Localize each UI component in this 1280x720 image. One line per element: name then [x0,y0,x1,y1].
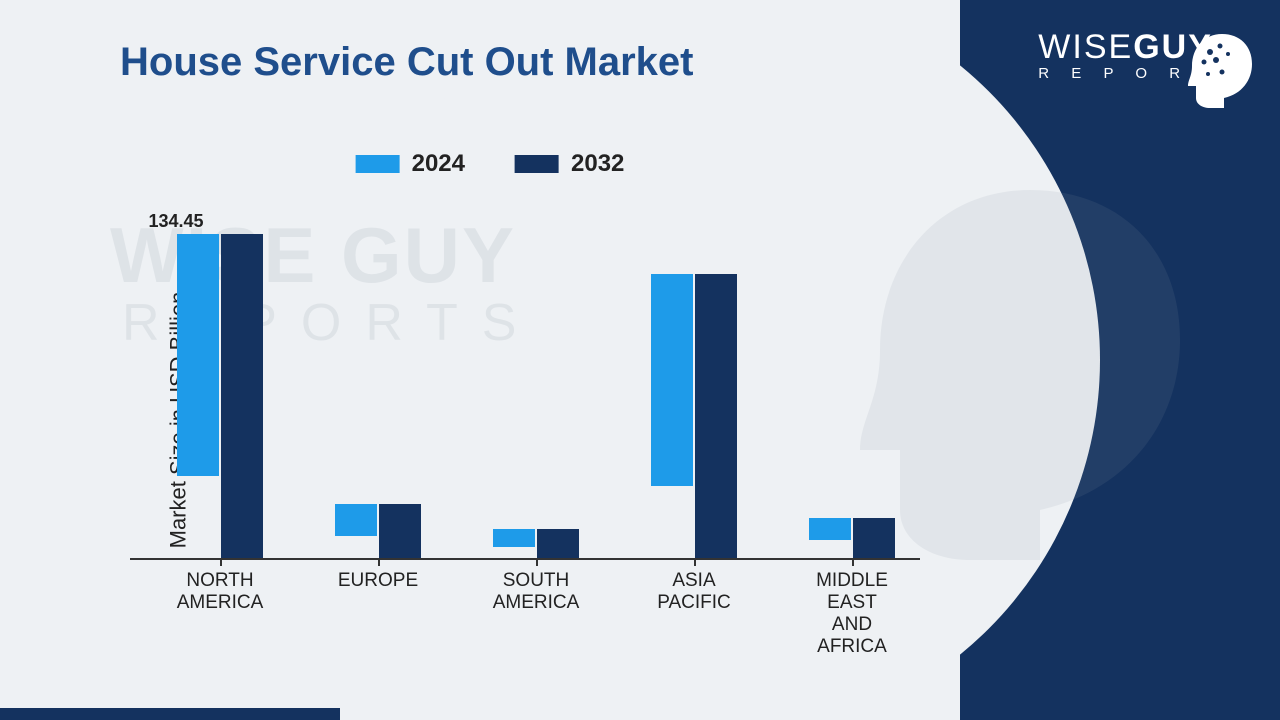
bar-value-label: 134.45 [148,211,203,232]
chart-canvas: WISEGUY R E P O R T S House Service Cut … [0,0,1280,720]
x-axis-label: NORTH AMERICA [177,570,264,614]
legend-label-2032: 2032 [571,150,624,178]
x-tick [378,558,380,566]
bar-2032 [221,234,263,558]
bottom-accent-bar [0,708,340,720]
brand-logo: WISEGUY R E P O R T S [1038,28,1252,82]
x-tick [536,558,538,566]
bar-group: ASIA PACIFIC [634,274,754,558]
chart-area: Market Size in USD Billion 2024 2032 134… [60,150,920,690]
chart-title: House Service Cut Out Market [120,40,694,85]
x-tick [852,558,854,566]
x-axis-label: EUROPE [338,570,418,592]
bar-group: EUROPE [318,504,438,558]
bar-2024 [651,274,693,486]
bar-2032 [537,529,579,558]
x-tick [220,558,222,566]
legend-item-2032: 2032 [515,150,624,178]
legend-swatch-2024 [356,155,400,173]
bar-2024: 134.45 [177,234,219,476]
legend-label-2024: 2024 [412,150,465,178]
legend-swatch-2032 [515,155,559,173]
bar-group: MIDDLE EAST AND AFRICA [792,518,912,558]
legend: 2024 2032 [356,150,625,178]
plot-region: 134.45NORTH AMERICA EUROPE SOUTH AMERICA AS… [130,200,920,560]
brand-head-icon [1186,32,1258,110]
brand-line1a: WISE [1038,28,1133,66]
bar-group: SOUTH AMERICA [476,529,596,558]
bar-2032 [379,504,421,558]
x-axis-label: ASIA PACIFIC [657,570,731,614]
bar-2024 [809,518,851,540]
legend-item-2024: 2024 [356,150,465,178]
x-axis-label: MIDDLE EAST AND AFRICA [816,570,888,657]
x-tick [694,558,696,566]
x-axis-label: SOUTH AMERICA [493,570,580,614]
bar-2024 [493,529,535,547]
bar-2024 [335,504,377,536]
bar-2032 [695,274,737,558]
bar-2032 [853,518,895,558]
bar-group: 134.45NORTH AMERICA [160,234,280,558]
